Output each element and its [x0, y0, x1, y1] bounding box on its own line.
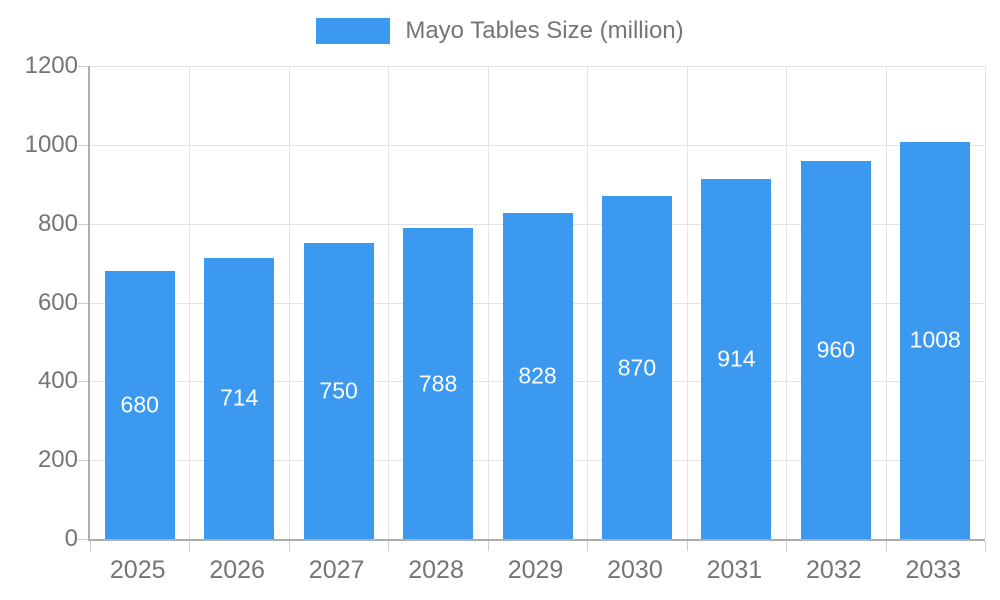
- x-gridline: [686, 66, 688, 539]
- x-tick: [388, 541, 390, 551]
- bar-2033[interactable]: 1008: [900, 141, 971, 539]
- y-tick-label: 800: [37, 209, 78, 237]
- x-tick: [90, 541, 91, 551]
- bar-2029[interactable]: 828: [502, 212, 573, 539]
- y-gridline: [90, 144, 985, 146]
- bar-value-label: 960: [816, 336, 856, 363]
- x-tick-label-2033: 2033: [905, 556, 962, 584]
- bar-value-label: 914: [717, 345, 756, 372]
- x-gridline: [189, 66, 191, 539]
- bar-2026[interactable]: 714: [204, 257, 275, 539]
- x-tick-label-2031: 2031: [706, 556, 763, 584]
- x-gridline: [288, 66, 290, 539]
- legend-label: Mayo Tables Size (million): [405, 17, 684, 44]
- x-tick: [885, 541, 887, 551]
- x-tick-label-2032: 2032: [806, 556, 862, 584]
- x-tick: [587, 541, 589, 551]
- bar-value-label: 750: [319, 377, 358, 404]
- y-tick: [78, 144, 88, 146]
- y-tick-label: 1200: [24, 52, 78, 79]
- chart-legend[interactable]: Mayo Tables Size (million): [0, 18, 1000, 44]
- y-tick: [78, 66, 88, 67]
- y-tick-label: 1000: [24, 130, 78, 158]
- x-tick: [288, 541, 290, 551]
- x-tick-label-2026: 2026: [209, 556, 265, 584]
- bar-2025[interactable]: 680: [104, 270, 175, 539]
- x-gridline: [388, 66, 390, 539]
- bar-2031[interactable]: 914: [701, 178, 772, 539]
- bar-value-label: 788: [418, 370, 458, 397]
- y-tick-label: 200: [37, 446, 78, 474]
- y-tick: [78, 460, 88, 462]
- y-tick-label: 600: [37, 288, 78, 316]
- x-tick-label-2030: 2030: [607, 556, 663, 584]
- bar-value-label: 1008: [909, 326, 961, 353]
- x-tick-label-2027: 2027: [308, 556, 365, 584]
- x-gridline: [587, 66, 589, 539]
- plot-area: 680 714 750 788 828 870 914 960 1008: [78, 66, 986, 551]
- x-tick: [786, 541, 788, 551]
- x-tick: [686, 541, 688, 551]
- bar-value-label: 828: [518, 362, 557, 389]
- y-tick-label: 0: [64, 525, 78, 552]
- x-tick: [487, 541, 489, 551]
- x-gridline: [487, 66, 489, 539]
- bar-value-label: 714: [219, 384, 259, 411]
- x-tick-label-2025: 2025: [109, 556, 166, 584]
- bar-value-label: 680: [120, 391, 159, 418]
- x-tick: [189, 541, 191, 551]
- legend-swatch: [316, 18, 391, 44]
- bar-value-label: 870: [617, 354, 657, 381]
- x-gridline: [885, 66, 887, 539]
- x-gridline: [786, 66, 788, 539]
- x-tick-label-2029: 2029: [507, 556, 564, 584]
- y-gridline: [90, 66, 985, 67]
- y-tick: [78, 539, 88, 540]
- bar-2028[interactable]: 788: [403, 228, 474, 539]
- x-axis-labels: 2025 2026 2027 2028 2029 2030 2031 2032 2033: [88, 556, 985, 588]
- y-tick: [78, 302, 88, 304]
- y-axis-labels: 0 200 400 600 800 1000 1200: [0, 52, 78, 552]
- y-tick-label: 400: [37, 367, 78, 395]
- bar-2032[interactable]: 960: [800, 160, 871, 539]
- x-tick-label-2028: 2028: [408, 556, 464, 584]
- y-tick: [78, 381, 88, 383]
- bar-2027[interactable]: 750: [303, 243, 374, 539]
- bar-2030[interactable]: 870: [601, 196, 672, 539]
- x-tick: [985, 541, 986, 551]
- y-tick: [78, 223, 88, 225]
- x-gridline: [985, 66, 986, 539]
